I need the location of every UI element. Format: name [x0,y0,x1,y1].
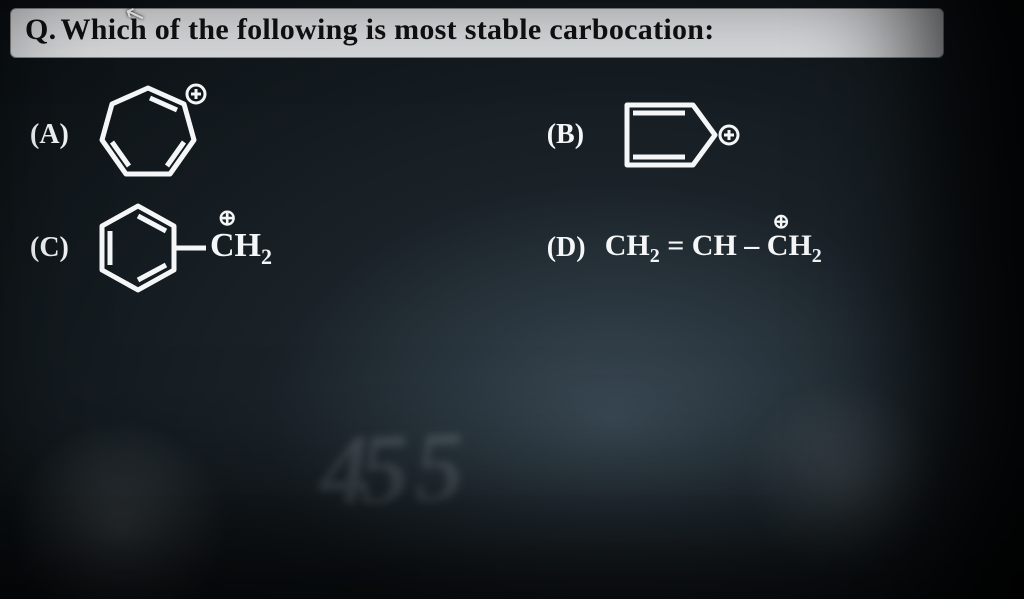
question-box: Q. Which of the following is most stable… [10,8,944,58]
option-d-left: CH [605,229,650,262]
option-d-sub1: 2 [650,245,660,267]
option-c-charge: ⊕ [218,205,236,231]
charge-b [720,126,738,144]
decor-blur-3 [744,379,944,579]
options-area: (A) (B) [30,80,964,306]
option-c-sub: 2 [261,243,272,268]
option-d-sub2: 2 [812,245,822,267]
option-c-ch: CH [210,227,261,264]
option-a: (A) [30,80,547,190]
question-text: Which of the following is most stable ca… [60,13,714,46]
option-c: (C) ⊕ CH2 [30,198,547,298]
option-c-ch2: ⊕ CH2 [210,227,272,270]
option-d-formula: CH2 = CH – ⊕CH2 [605,229,822,268]
tropylium-ring [102,88,194,174]
option-d: (D) CH2 = CH – ⊕CH2 [547,229,964,268]
cyclopentadienyl-ring [627,105,715,165]
decor-blur-1 [10,419,230,599]
option-b: (B) [547,85,964,185]
option-b-label: (B) [547,119,591,151]
structure-b [605,85,755,185]
option-d-charge: ⊕ [773,209,790,234]
structure-a [88,80,218,190]
option-d-label: (D) [547,232,591,264]
decor-scribble: 45 5 [317,405,582,574]
options-row-1: (A) (B) [30,80,964,190]
question-prefix: Q. [25,13,56,46]
option-c-label: (C) [30,232,74,264]
benzene-ring [102,206,206,290]
option-a-label: (A) [30,119,74,151]
charge-a [187,85,205,103]
options-row-2: (C) ⊕ CH2 (D) CH2 = CH – ⊕CH2 [30,198,964,298]
option-d-mid: = CH – [660,229,767,262]
